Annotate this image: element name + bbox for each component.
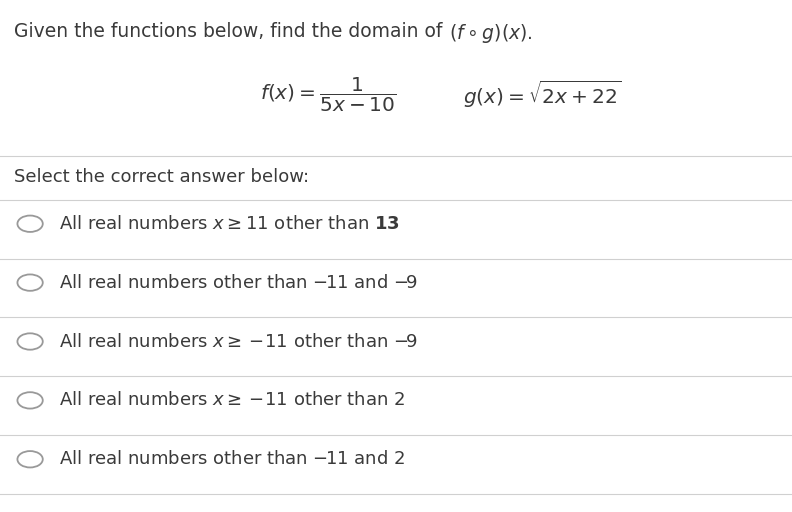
Text: All real numbers $x \geq -\!11$ other than $-\!9$: All real numbers $x \geq -\!11$ other th… bbox=[59, 332, 418, 351]
Text: Given the functions below, find the domain of: Given the functions below, find the doma… bbox=[14, 22, 448, 41]
Text: All real numbers other than $-\!11$ and $-\!9$: All real numbers other than $-\!11$ and … bbox=[59, 273, 418, 292]
Text: $f(x) = \dfrac{1}{5x - 10}$: $f(x) = \dfrac{1}{5x - 10}$ bbox=[261, 76, 397, 114]
Text: $(f \circ g)(x)$.: $(f \circ g)(x)$. bbox=[449, 22, 533, 45]
Text: Select the correct answer below:: Select the correct answer below: bbox=[14, 168, 310, 186]
Text: All real numbers $x \geq -\!11$ other than $2$: All real numbers $x \geq -\!11$ other th… bbox=[59, 391, 406, 410]
Text: $g(x) = \sqrt{2x + 22}$: $g(x) = \sqrt{2x + 22}$ bbox=[463, 79, 622, 110]
Text: All real numbers $x \geq 11$ other than $\mathbf{13}$: All real numbers $x \geq 11$ other than … bbox=[59, 215, 400, 233]
Text: All real numbers other than $-\!11$ and $2$: All real numbers other than $-\!11$ and … bbox=[59, 450, 406, 468]
